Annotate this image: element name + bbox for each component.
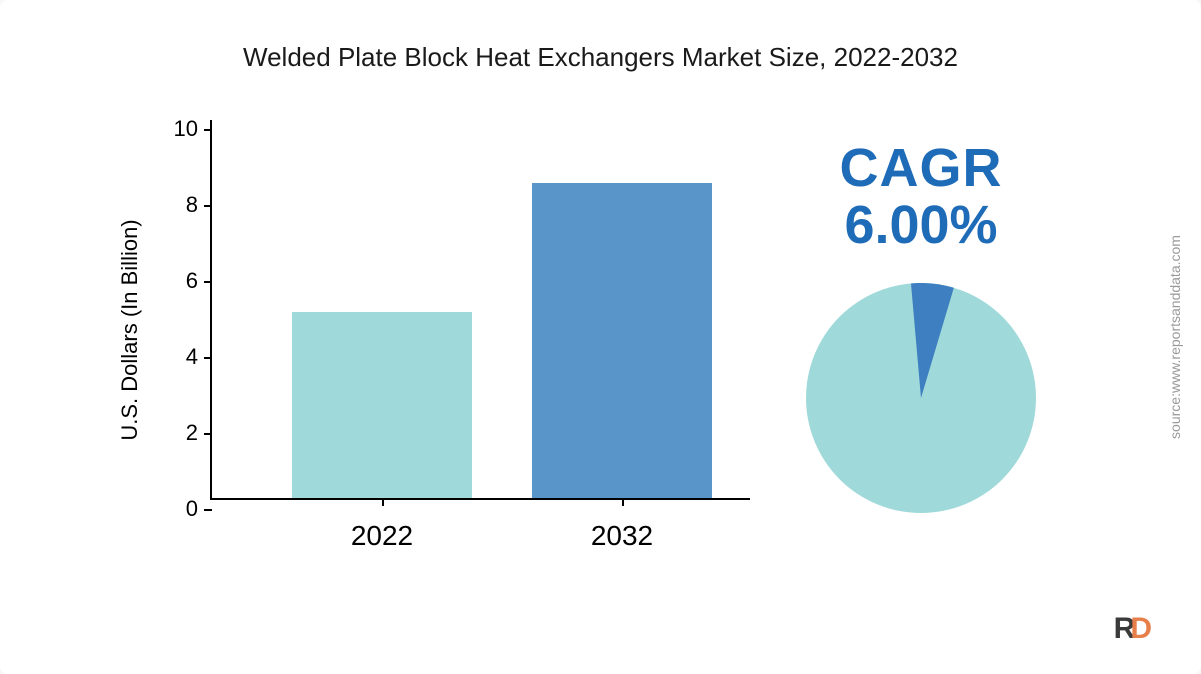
plot-area: 024681020222032	[210, 120, 750, 500]
pie-svg	[806, 283, 1036, 513]
source-text: source:www.reportsanddata.com	[1167, 235, 1183, 439]
y-tick: 0	[186, 496, 212, 522]
x-category: 2022	[292, 498, 472, 552]
y-tick: 8	[186, 192, 212, 218]
logo-d: D	[1130, 612, 1151, 645]
y-tick: 6	[186, 268, 212, 294]
logo: RD	[1114, 612, 1151, 646]
chart-title: Welded Plate Block Heat Exchangers Marke…	[0, 42, 1201, 73]
bar	[292, 312, 472, 498]
x-tick-mark	[382, 498, 384, 506]
pie-chart	[806, 283, 1036, 513]
y-tick: 4	[186, 344, 212, 370]
infographic-card: Welded Plate Block Heat Exchangers Marke…	[0, 0, 1201, 674]
bar-chart: U.S. Dollars (In Billion) 02468102022203…	[140, 110, 760, 550]
bar	[532, 183, 712, 498]
x-category: 2032	[532, 498, 712, 552]
cagr-panel: CAGR 6.00%	[771, 140, 1071, 513]
cagr-value: 6.00%	[771, 197, 1071, 254]
y-tick: 10	[174, 116, 212, 142]
y-tick: 2	[186, 420, 212, 446]
cagr-label: CAGR	[771, 140, 1071, 197]
y-axis-label: U.S. Dollars (In Billion)	[117, 219, 143, 440]
x-tick-mark	[622, 498, 624, 506]
